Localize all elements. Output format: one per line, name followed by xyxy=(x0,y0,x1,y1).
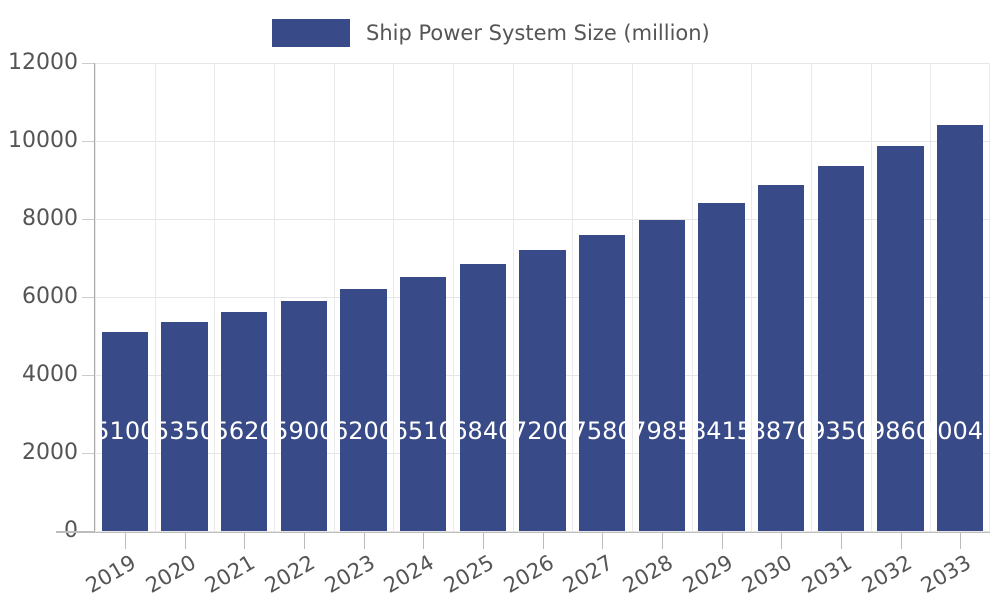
gridline-vertical xyxy=(871,63,872,531)
bar[interactable]: 6510 xyxy=(393,277,454,531)
x-axis-tick-label: 2024 xyxy=(379,550,439,598)
y-axis-tick-label: 8000 xyxy=(22,206,78,231)
bar-value-label: 9350 xyxy=(810,417,872,445)
x-axis-tick-label: 2019 xyxy=(81,550,140,598)
gridline-horizontal xyxy=(95,531,990,532)
x-axis-tick-mark xyxy=(721,532,723,549)
bar[interactable]: 8870 xyxy=(751,185,812,531)
x-axis-spine xyxy=(56,531,990,533)
bar[interactable]: 5620 xyxy=(214,311,275,531)
bar-value-label: 10040 xyxy=(921,417,999,445)
x-axis-tick-mark xyxy=(303,532,305,549)
bar-value-label: 6200 xyxy=(332,417,395,445)
x-axis-tick-label: 2033 xyxy=(916,550,976,598)
bar-value-label: 8870 xyxy=(750,417,812,445)
gridline-vertical xyxy=(393,63,394,531)
x-axis-tick-mark xyxy=(124,532,126,549)
gridline-horizontal xyxy=(95,63,990,64)
gridline-vertical xyxy=(572,63,573,531)
y-axis-tick-label: 6000 xyxy=(22,284,78,309)
x-axis-tick-label: 2029 xyxy=(678,550,737,598)
x-axis-tick-label: 2023 xyxy=(320,550,379,598)
bar-value-label: 5100 xyxy=(94,417,156,445)
gridline-horizontal xyxy=(95,219,990,220)
gridline-vertical xyxy=(751,63,752,531)
gridline-vertical xyxy=(214,63,215,531)
legend-label-ship-power-system-size: Ship Power System Size (million) xyxy=(366,20,710,45)
bar-value-label: 6510 xyxy=(392,417,454,445)
bar[interactable]: 7580 xyxy=(572,235,633,531)
bar[interactable]: 9860 xyxy=(870,146,931,531)
x-axis-tick-mark xyxy=(960,532,962,549)
x-axis-tick-mark xyxy=(900,532,902,549)
y-axis-tick-label: 10000 xyxy=(8,128,78,153)
y-axis-tick-mark xyxy=(82,297,94,298)
x-axis-tick-mark xyxy=(542,532,544,549)
x-axis-tick-mark xyxy=(184,532,186,549)
x-axis-tick-label: 2022 xyxy=(260,550,319,598)
bar[interactable]: 8415 xyxy=(691,202,752,531)
chart-legend: Ship Power System Size (million) xyxy=(272,14,710,52)
y-axis-tick-label: 0 xyxy=(0,520,78,542)
y-axis-tick-mark xyxy=(82,375,94,376)
x-axis-tick-mark xyxy=(244,532,246,549)
x-axis-tick-label: 2027 xyxy=(558,550,618,598)
y-axis-tick-label: 12000 xyxy=(8,50,78,75)
gridline-vertical xyxy=(95,63,96,531)
x-axis-tick-label: 2028 xyxy=(618,550,677,598)
bar[interactable]: 7200 xyxy=(512,250,573,531)
bar-value-label: 5900 xyxy=(273,417,335,445)
x-axis-tick-label: 2031 xyxy=(797,550,856,598)
x-axis-tick-mark xyxy=(482,532,484,549)
bar[interactable]: 7985 xyxy=(631,219,692,531)
y-axis-tick-label: 4000 xyxy=(22,362,78,387)
x-axis-tick-mark xyxy=(423,532,425,549)
x-axis-tick-label: 2020 xyxy=(141,550,200,598)
x-axis-tick-mark xyxy=(781,532,783,549)
x-axis-tick-label: 2032 xyxy=(857,550,916,598)
y-axis-tick-mark xyxy=(82,141,94,142)
x-axis-tick-label: 2026 xyxy=(499,550,558,598)
x-axis-tick-label: 2030 xyxy=(737,550,797,598)
bar[interactable]: 6200 xyxy=(333,289,394,531)
gridline-vertical xyxy=(274,63,275,531)
bar-value-label: 8415 xyxy=(690,417,753,445)
y-axis-tick-mark xyxy=(82,63,94,64)
bar[interactable]: 9350 xyxy=(810,166,871,531)
x-axis-tick-mark xyxy=(661,532,663,549)
bar-value-label: 9860 xyxy=(869,417,932,445)
y-axis-tick-mark xyxy=(82,453,94,454)
gridline-vertical xyxy=(632,63,633,531)
gridline-vertical xyxy=(930,63,931,531)
bar[interactable]: 5350 xyxy=(154,322,215,531)
gridline-vertical xyxy=(453,63,454,531)
gridline-vertical xyxy=(155,63,156,531)
x-axis-tick-mark xyxy=(363,532,365,549)
gridline-vertical xyxy=(513,63,514,531)
bar[interactable]: 10040 xyxy=(922,125,998,531)
bar[interactable]: 6840 xyxy=(452,264,513,531)
gridline-vertical xyxy=(811,63,812,531)
y-axis-tick-label: 2000 xyxy=(22,440,78,465)
bar-value-label: 5620 xyxy=(213,417,275,445)
bar[interactable]: 5900 xyxy=(273,300,334,531)
gridline-vertical xyxy=(692,63,693,531)
plot-area: 5100 5350 5620 5900 6200 6510 6840 7200 7580 7985… xyxy=(94,63,998,532)
gridline-vertical xyxy=(334,63,335,531)
gridline-vertical xyxy=(989,63,990,531)
y-axis-tick-mark xyxy=(82,219,94,220)
gridline-horizontal xyxy=(95,141,990,142)
x-axis-tick-label: 2021 xyxy=(200,550,260,598)
legend-swatch-ship-power-system-size xyxy=(272,19,350,47)
x-axis-tick-mark xyxy=(602,532,604,549)
bar-value-label: 5350 xyxy=(153,417,216,445)
x-axis-tick-label: 2025 xyxy=(439,550,498,598)
bar[interactable]: 5100 xyxy=(94,332,155,531)
bar-value-label: 7580 xyxy=(571,417,633,445)
bar-value-label: 6840 xyxy=(452,417,514,445)
bar-value-label: 7200 xyxy=(511,417,574,445)
bar-value-label: 7985 xyxy=(631,417,693,445)
x-axis-tick-mark xyxy=(840,532,842,549)
